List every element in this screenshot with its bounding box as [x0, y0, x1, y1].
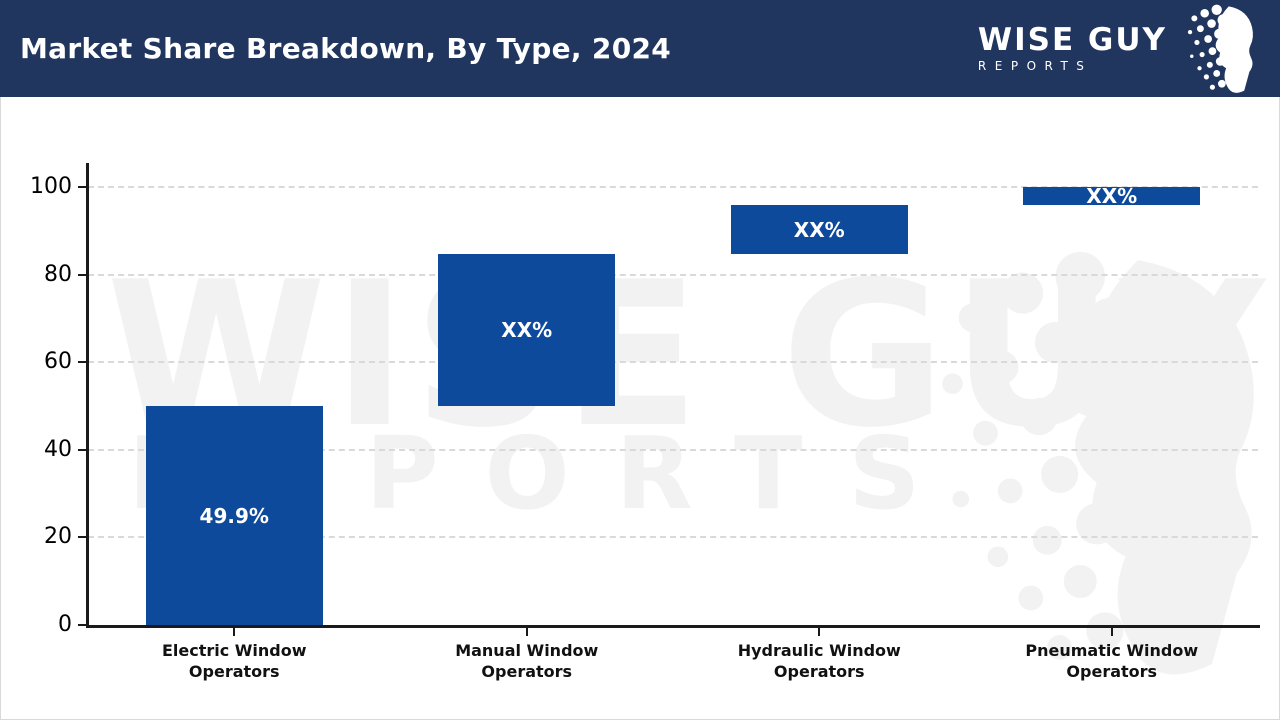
- y-tick-label: 80: [44, 261, 72, 287]
- logo-head-icon: [1187, 4, 1253, 93]
- logo-wordmark: WISE GUY: [977, 21, 1167, 58]
- y-tick-mark: [78, 448, 88, 451]
- gridline: [88, 361, 1258, 364]
- x-category-label-line: Operators: [481, 661, 573, 681]
- y-tick-mark: [78, 361, 88, 364]
- logo-text: WISE GUY REPORTS: [977, 21, 1167, 73]
- x-category-label-line: Pneumatic Window: [1025, 641, 1199, 660]
- x-tick-mark: [525, 628, 528, 636]
- bar-value-label: XX%: [793, 217, 845, 242]
- x-category-label-line: Hydraulic Window: [737, 641, 901, 660]
- gridline: [88, 448, 1258, 451]
- x-category-label-line: Electric Window: [161, 641, 307, 660]
- x-tick-mark: [233, 628, 236, 636]
- x-tick-mark: [1110, 628, 1113, 636]
- gridline: [88, 186, 1258, 188]
- y-tick-mark: [78, 536, 88, 539]
- y-tick-mark: [78, 624, 88, 626]
- bar-segment: 49.9%: [145, 406, 323, 625]
- gridline: [88, 536, 1258, 539]
- wise-guy-logo: WISE GUY REPORTS: [978, 1, 1258, 96]
- x-category-label-line: Manual Window: [455, 641, 599, 660]
- x-category-label-line: Operators: [773, 661, 865, 681]
- y-tick-label: 0: [58, 612, 72, 637]
- y-tick-label: 100: [30, 174, 72, 199]
- bar-segment: XX%: [1023, 184, 1201, 209]
- y-axis-line: [86, 163, 89, 628]
- x-tick-mark: [818, 628, 821, 636]
- bar-value-label: XX%: [1086, 184, 1138, 209]
- y-tick-label: 20: [44, 524, 72, 550]
- y-tick-label: 60: [44, 349, 72, 375]
- x-category-label-line: Operators: [188, 661, 280, 681]
- chart-title: Market Share Breakdown, By Type, 2024: [20, 32, 672, 65]
- x-axis-line: [86, 625, 1260, 628]
- gridline: [88, 273, 1258, 276]
- x-category-label: Manual Window Operators: [397, 641, 657, 683]
- bar-segment: XX%: [438, 254, 616, 407]
- bar-value-label: 49.9%: [199, 503, 269, 528]
- y-tick-label: 40: [44, 436, 72, 462]
- header: Market Share Breakdown, By Type, 2024 WI…: [0, 0, 1280, 97]
- y-tick-mark: [78, 186, 88, 188]
- bar-value-label: XX%: [501, 318, 553, 343]
- bar-segment: XX%: [730, 205, 908, 255]
- x-category-label: Pneumatic Window Operators: [982, 641, 1242, 683]
- logo-subtitle: REPORTS: [977, 58, 1093, 73]
- x-category-label: Hydraulic Window Operators: [689, 641, 949, 683]
- y-tick-mark: [78, 273, 88, 276]
- x-category-label: Electric Window Operators: [104, 641, 364, 683]
- x-category-label-line: Operators: [1066, 661, 1158, 681]
